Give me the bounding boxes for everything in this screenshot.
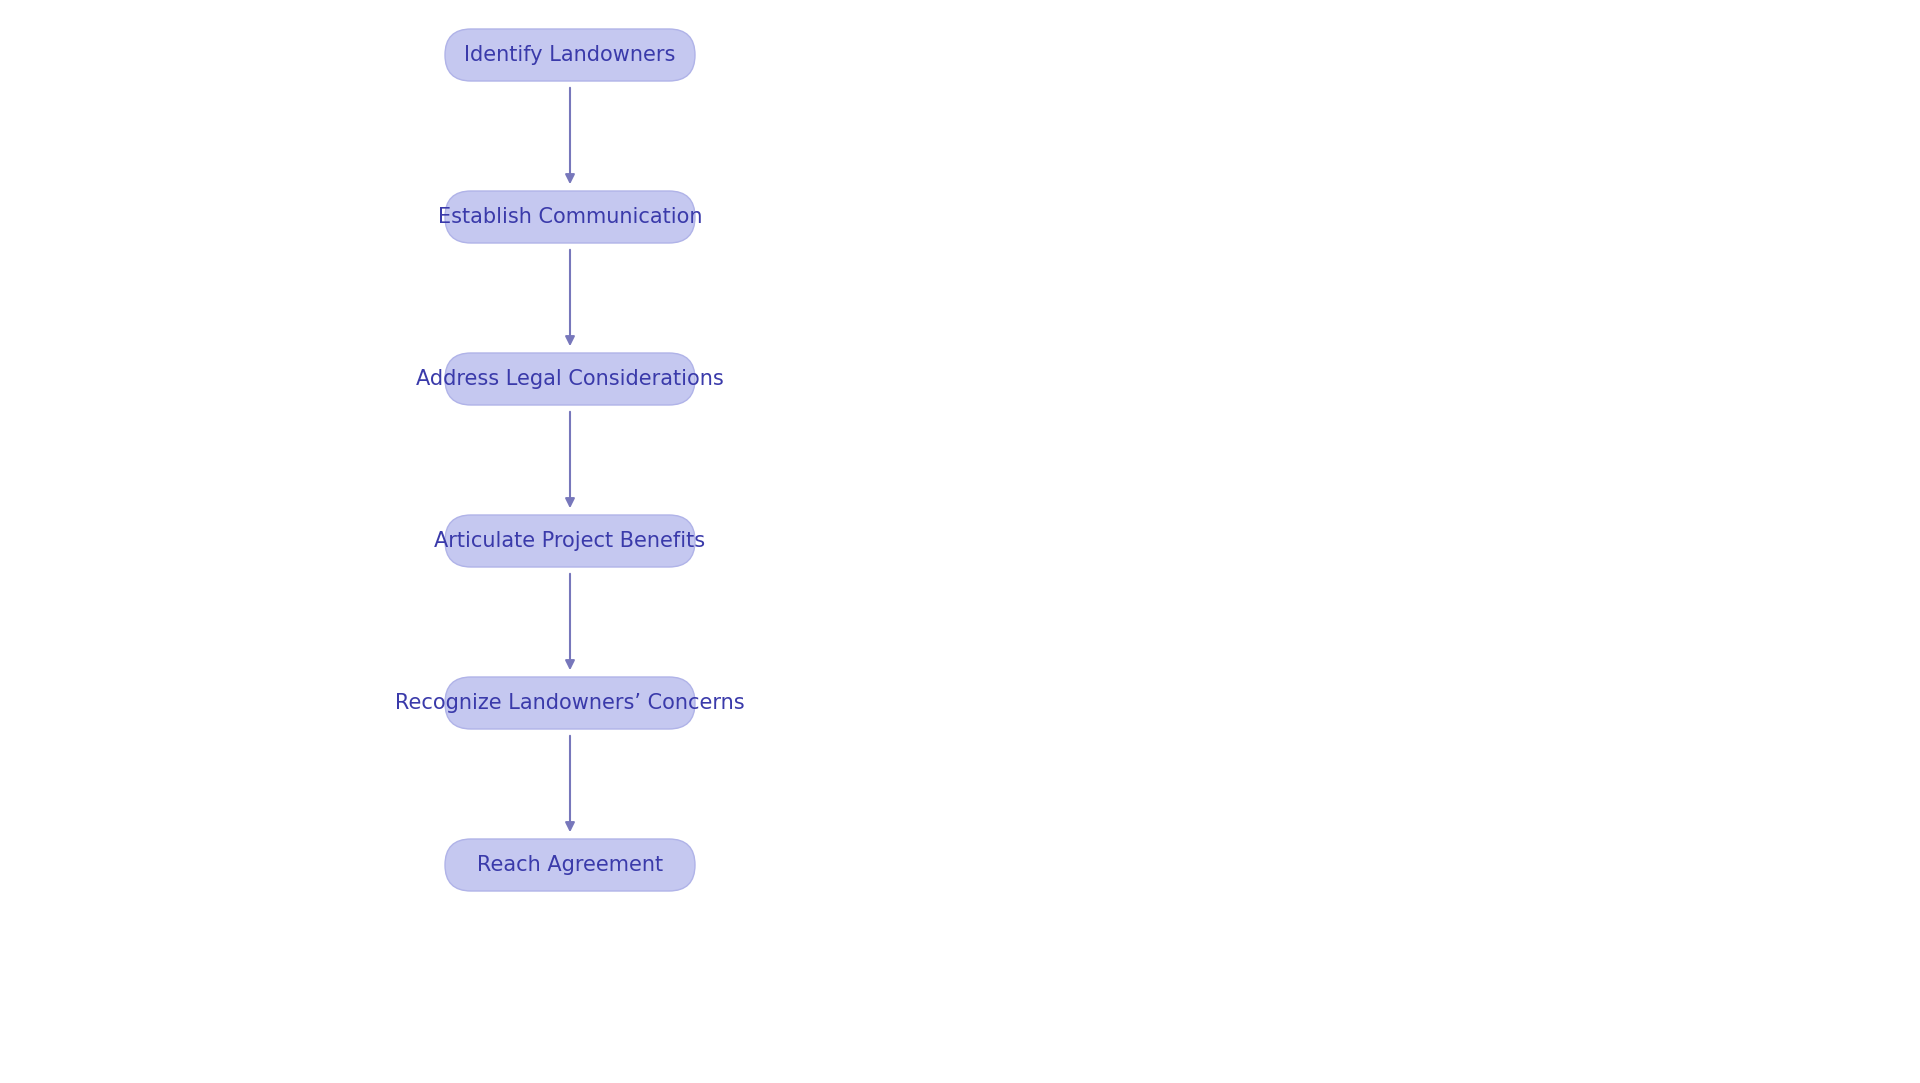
Text: Articulate Project Benefits: Articulate Project Benefits <box>434 531 705 551</box>
Text: Establish Communication: Establish Communication <box>438 207 703 227</box>
FancyBboxPatch shape <box>445 516 695 567</box>
FancyBboxPatch shape <box>445 191 695 243</box>
Text: Address Legal Considerations: Address Legal Considerations <box>417 369 724 389</box>
FancyBboxPatch shape <box>445 677 695 729</box>
Text: Reach Agreement: Reach Agreement <box>476 854 662 875</box>
Text: Recognize Landowners’ Concerns: Recognize Landowners’ Concerns <box>396 693 745 713</box>
Text: Identify Landowners: Identify Landowners <box>465 45 676 65</box>
FancyBboxPatch shape <box>445 29 695 81</box>
FancyBboxPatch shape <box>445 839 695 891</box>
FancyBboxPatch shape <box>445 353 695 405</box>
